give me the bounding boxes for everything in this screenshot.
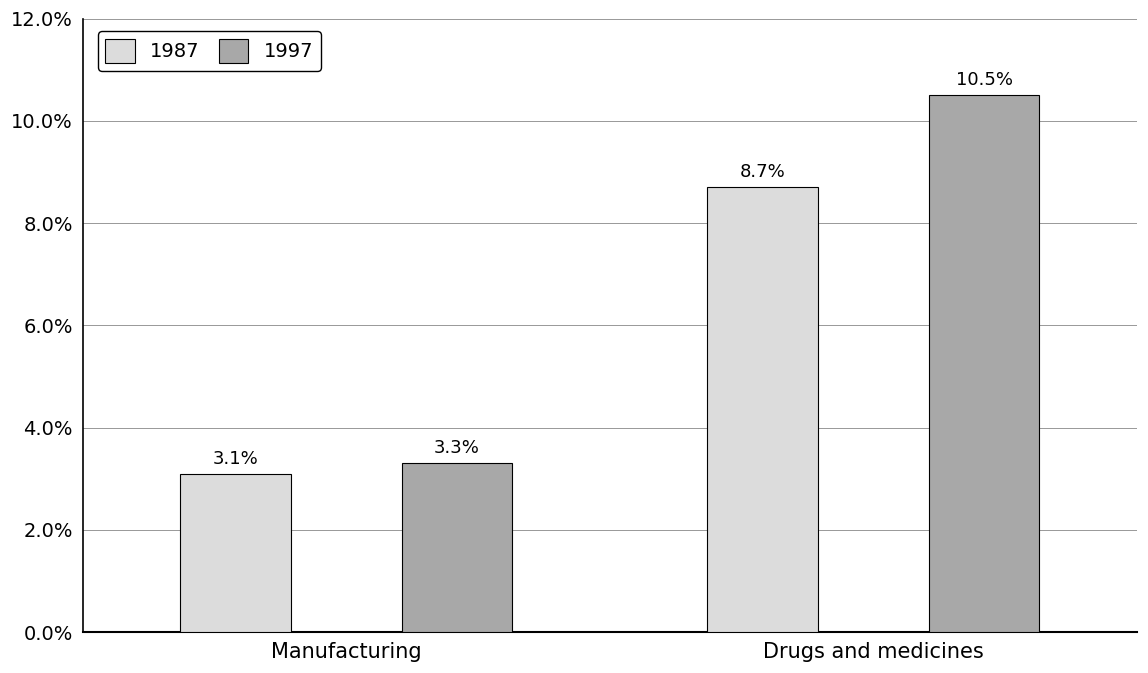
Bar (402, 464, 512, 632)
Legend: 1987, 1997: 1987, 1997 (98, 32, 321, 71)
Text: 3.3%: 3.3% (434, 439, 480, 457)
Text: 3.1%: 3.1% (212, 450, 258, 468)
Bar (707, 187, 819, 632)
Text: 8.7%: 8.7% (739, 164, 785, 181)
Bar (180, 474, 290, 632)
Text: 10.5%: 10.5% (955, 71, 1013, 89)
Bar (929, 96, 1039, 632)
